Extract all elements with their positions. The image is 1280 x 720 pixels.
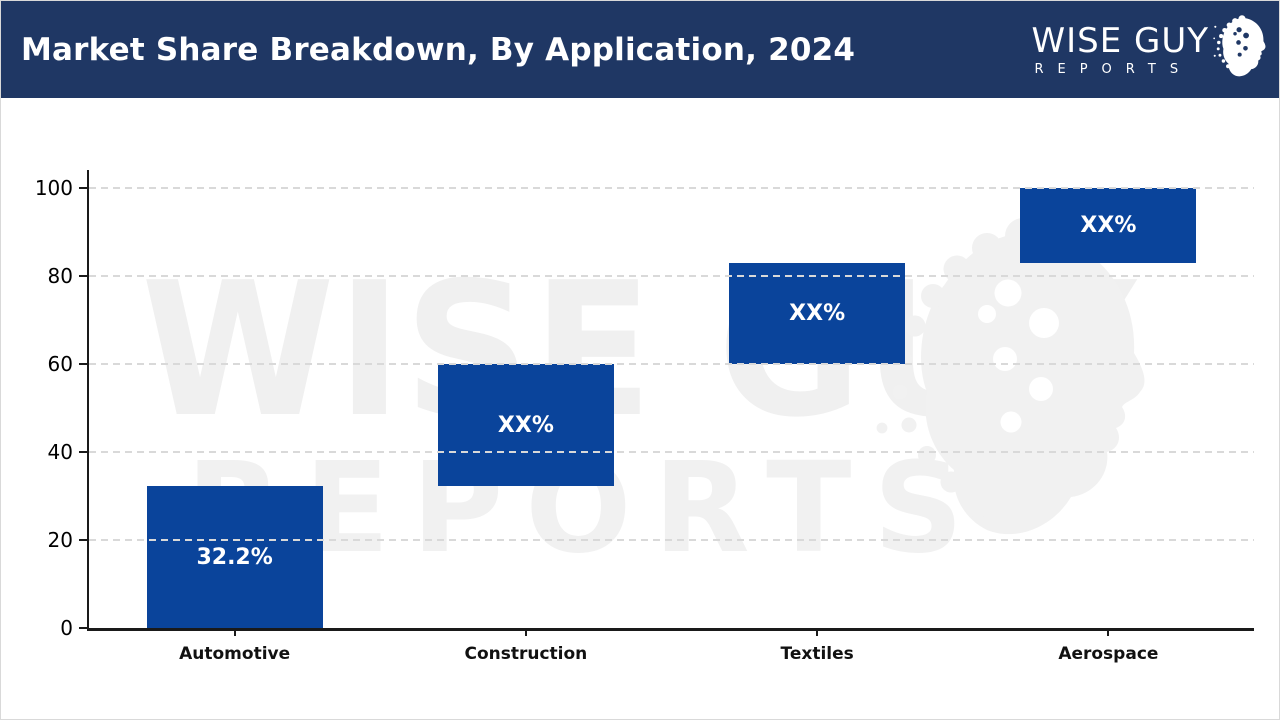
x-tick-construction <box>524 628 527 636</box>
brand-logo: WISE GUY REPORTS <box>1031 13 1271 87</box>
bar-textiles <box>729 262 906 364</box>
y-tick-label-80: 80 <box>47 264 73 288</box>
y-tick-label-0: 0 <box>60 616 73 640</box>
bar-automotive <box>146 486 323 628</box>
y-tick-label-20: 20 <box>47 528 73 552</box>
y-tick-40 <box>79 451 89 453</box>
y-tick-100 <box>79 187 89 189</box>
gridline-60 <box>89 363 1254 365</box>
bar-label-textiles: XX% <box>789 300 846 326</box>
x-tick-aerospace <box>1107 628 1110 636</box>
y-tick-20 <box>79 539 89 541</box>
bar-label-automotive: 32.2% <box>196 544 273 570</box>
x-label-construction: Construction <box>464 644 588 664</box>
x-axis-spine <box>87 628 1254 631</box>
brand-logo-text: WISE GUY REPORTS <box>1031 24 1209 76</box>
header: Market Share Breakdown, By Application, … <box>1 1 1279 98</box>
chart-title: Market Share Breakdown, By Application, … <box>21 31 856 68</box>
y-tick-0 <box>79 627 89 629</box>
brand-subtitle: REPORTS <box>1034 61 1193 77</box>
gridline-80 <box>89 275 1254 277</box>
y-tick-label-60: 60 <box>47 352 73 376</box>
brand-face-icon <box>1213 14 1266 76</box>
gridline-100 <box>89 187 1254 189</box>
brand-name: WISE GUY <box>1031 20 1209 61</box>
x-label-automotive: Automotive <box>179 644 291 664</box>
watermark-face-icon <box>874 218 1145 535</box>
bar-construction <box>437 364 614 487</box>
watermark-brand-text: WISE GUY <box>141 242 1138 458</box>
x-label-textiles: Textiles <box>780 644 854 664</box>
y-tick-label-100: 100 <box>34 176 73 200</box>
gridline-20 <box>89 539 1254 541</box>
x-label-aerospace: Aerospace <box>1058 644 1159 664</box>
x-tick-textiles <box>816 628 819 636</box>
y-tick-label-40: 40 <box>47 440 73 464</box>
y-axis-spine <box>87 170 89 631</box>
plot-area: WISE GUY REPORTS 32.2% XX% XX% XX% 0 20 40 60 80… <box>1 98 1279 719</box>
y-tick-80 <box>79 275 89 277</box>
gridline-40 <box>89 451 1254 453</box>
x-tick-automotive <box>233 628 236 636</box>
bar-label-aerospace: XX% <box>1080 212 1137 238</box>
y-tick-60 <box>79 363 89 365</box>
bar-label-construction: XX% <box>497 412 554 438</box>
